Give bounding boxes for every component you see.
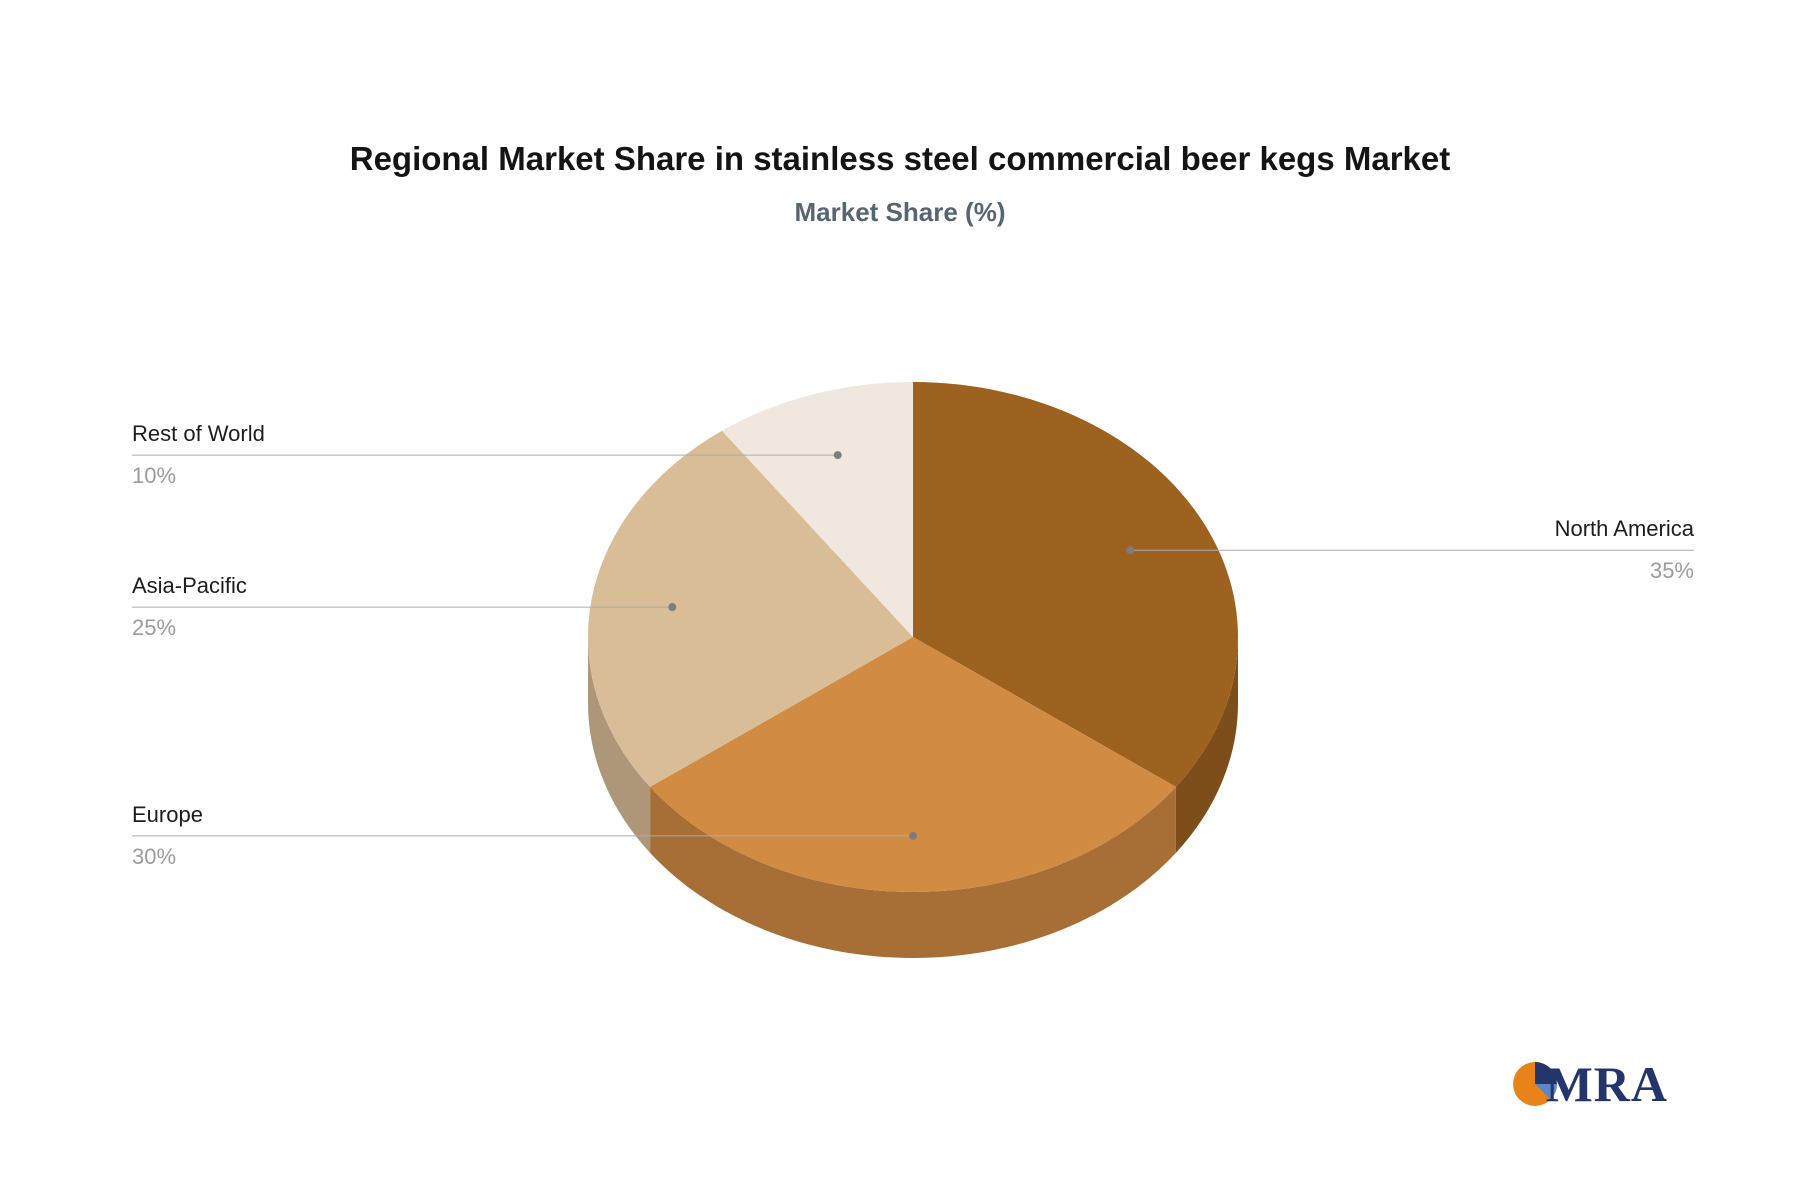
pie-slice-side-europe [650,786,1176,958]
chart-subtitle: Market Share (%) [794,197,1006,227]
pie-slice-side-north-america [1175,637,1238,853]
logo-wedge-lightblue [1534,1084,1557,1100]
slice-label-percent: 35% [1649,558,1694,583]
slice-label-percent: 10% [132,463,177,488]
pie-slice-rest-of-world [722,382,913,637]
pie-slice-side-asia-pacific [588,637,651,853]
slice-label-percent: 25% [132,615,177,640]
leader-dot-asia-pacific [668,603,677,612]
mra-logo: MRA [1512,1058,1668,1110]
leader-dot-rest-of-world [833,451,842,460]
leader-dot-europe [909,831,917,840]
chart-title: Regional Market Share in stainless steel… [349,140,1451,177]
slice-label-europe: Europe 30% [132,802,203,870]
slice-label-percent: 30% [132,844,177,869]
slice-label-north-america: North America 35% [1555,516,1694,584]
mra-logo-icon [1512,1062,1557,1106]
pie-slice-asia-pacific [588,430,913,787]
slice-label-rest-of-world: Rest of World 10% [132,421,265,489]
slice-label-asia-pacific: Asia-Pacific 25% [132,573,247,641]
pie-slice-north-america [913,382,1238,787]
logo-wedge-navy [1534,1062,1557,1084]
slice-label-name: Rest of World [132,421,265,446]
slice-label-name: Europe [132,802,203,827]
leader-dot-north-america [1126,546,1135,555]
pie-slice-europe [650,637,1176,892]
slice-label-name: Asia-Pacific [132,573,247,598]
mra-logo-text: MRA [1545,1056,1668,1112]
slice-label-name: North America [1554,516,1694,541]
